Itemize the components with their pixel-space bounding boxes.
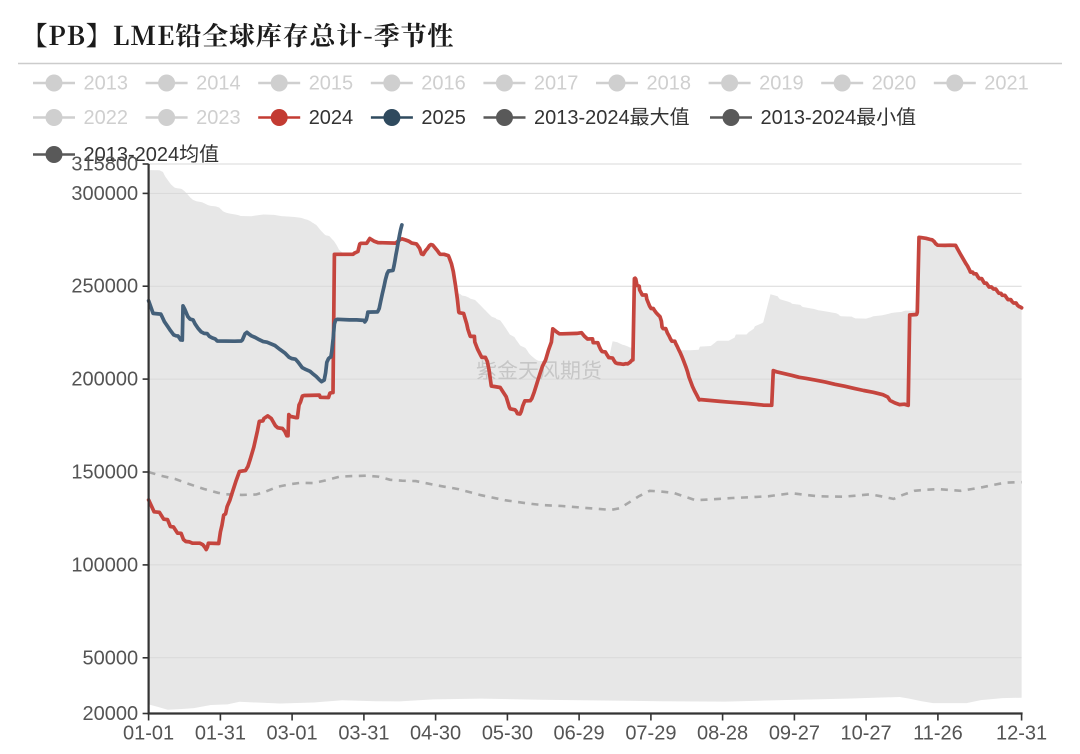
svg-text:20000: 20000	[82, 703, 138, 725]
svg-text:2023: 2023	[196, 107, 241, 129]
svg-text:2024: 2024	[309, 107, 354, 129]
svg-text:01-01: 01-01	[123, 723, 174, 745]
svg-text:2015: 2015	[309, 73, 354, 95]
svg-text:150000: 150000	[71, 462, 138, 484]
svg-text:300000: 300000	[71, 183, 138, 205]
svg-text:200000: 200000	[71, 369, 138, 391]
svg-text:2014: 2014	[196, 73, 241, 95]
svg-text:2020: 2020	[872, 73, 917, 95]
svg-text:2013-2024: 2013-2024	[534, 107, 630, 129]
svg-text:2018: 2018	[647, 73, 692, 95]
svg-text:09-27: 09-27	[769, 723, 820, 745]
svg-text:03-31: 03-31	[338, 723, 389, 745]
svg-text:2013-2024: 2013-2024	[84, 144, 180, 166]
svg-text:04-30: 04-30	[410, 723, 461, 745]
svg-text:250000: 250000	[71, 276, 138, 298]
svg-text:10-27: 10-27	[841, 723, 892, 745]
svg-text:2021: 2021	[984, 73, 1029, 95]
svg-text:12-31: 12-31	[996, 723, 1047, 745]
svg-text:2019: 2019	[759, 73, 804, 95]
svg-text:06-29: 06-29	[554, 723, 605, 745]
svg-text:11-26: 11-26	[913, 723, 963, 745]
svg-text:05-30: 05-30	[482, 723, 533, 745]
svg-text:08-28: 08-28	[697, 723, 748, 745]
svg-text:2013-2024: 2013-2024	[761, 107, 857, 129]
svg-text:315800: 315800	[71, 154, 138, 176]
svg-text:03-01: 03-01	[267, 723, 318, 745]
svg-text:100000: 100000	[71, 554, 138, 576]
svg-text:2013: 2013	[84, 73, 129, 95]
svg-text:2022: 2022	[84, 107, 129, 129]
svg-text:2016: 2016	[421, 73, 466, 95]
svg-text:07-29: 07-29	[625, 723, 676, 745]
svg-text:2017: 2017	[534, 73, 579, 95]
svg-text:50000: 50000	[82, 647, 138, 669]
svg-text:2025: 2025	[421, 107, 466, 129]
svg-text:01-31: 01-31	[195, 723, 246, 745]
